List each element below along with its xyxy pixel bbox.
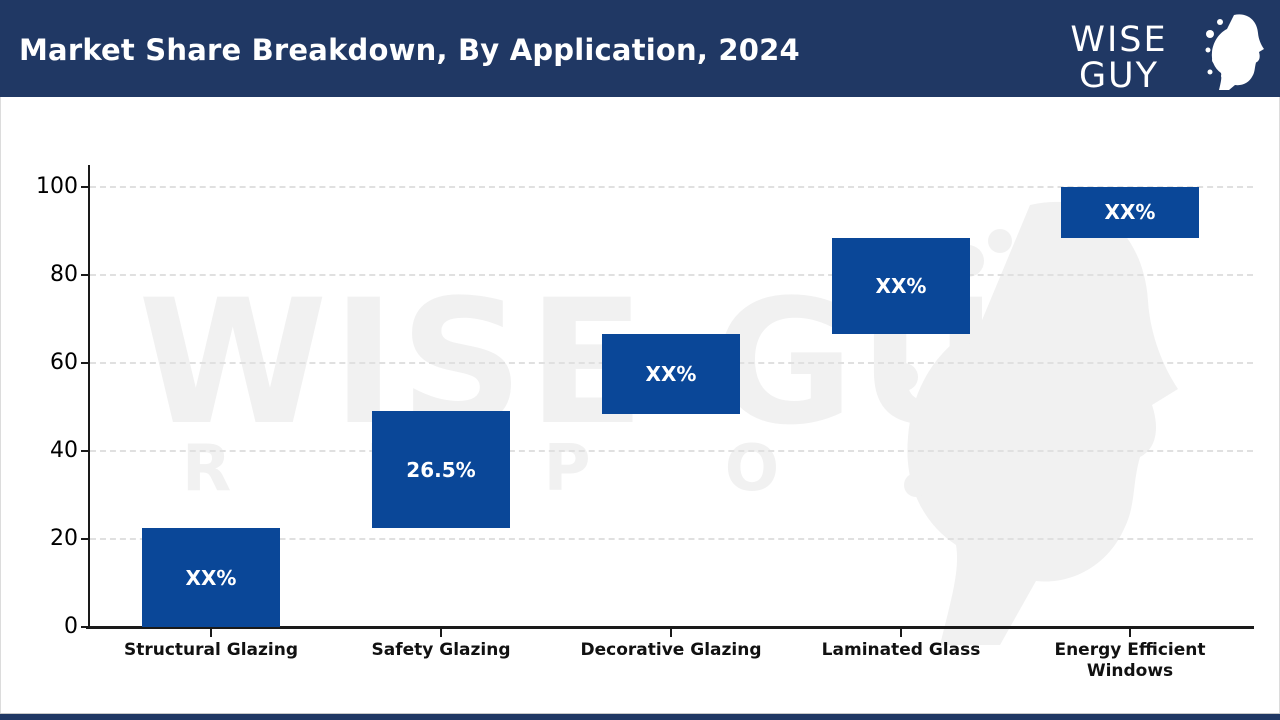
header-band: Market Share Breakdown, By Application, … (0, 0, 1280, 131)
y-tick-40 (81, 450, 88, 452)
plot-area: 0 20 40 60 80 100 XX% Structural Glazing 26.5% Sa… (0, 97, 1280, 713)
logo-text: WISE GUY R E P O R T S (1036, 22, 1202, 132)
bar-value-label: XX% (875, 273, 927, 298)
bar-energy-efficient-windows: XX% (1061, 187, 1199, 238)
gridline-100 (90, 186, 1253, 188)
bar-decorative-glazing: XX% (602, 334, 740, 414)
category-label-4: Energy Efficient Windows (1054, 640, 1206, 681)
bar-laminated-glass: XX% (832, 237, 970, 335)
gridline-40 (90, 450, 1253, 452)
category-label-2: Decorative Glazing (580, 640, 762, 660)
y-tick-0 (81, 626, 88, 628)
wise-guy-reports-logo: WISE GUY R E P O R T S (1036, 8, 1266, 131)
y-tick-80 (81, 274, 88, 276)
footer-band (0, 713, 1280, 720)
y-tick-label-40: 40 (50, 438, 78, 463)
y-tick-label-60: 60 (50, 350, 78, 375)
y-tick-20 (81, 538, 88, 540)
category-label-0: Structural Glazing (123, 640, 298, 660)
category-label-1: Safety Glazing (371, 640, 511, 660)
bar-value-label: XX% (185, 565, 237, 590)
x-tick-2 (670, 629, 672, 637)
bar-structural-glazing: XX% (142, 528, 280, 627)
gridline-20 (90, 538, 1253, 540)
bar-value-label: XX% (1104, 200, 1156, 225)
y-tick-label-0: 0 (64, 614, 78, 639)
x-tick-3 (900, 629, 902, 637)
y-tick-label-100: 100 (36, 174, 78, 199)
logo-secondary-text: R E P O R T S (1045, 97, 1193, 131)
bar-value-label: 26.5% (406, 457, 476, 482)
logo-primary-text: WISE GUY (1070, 20, 1168, 96)
y-tick-60 (81, 362, 88, 364)
y-axis-line (88, 165, 90, 629)
bar-value-label: XX% (645, 361, 697, 386)
y-tick-100 (81, 186, 88, 188)
x-tick-0 (210, 629, 212, 637)
chart-title: Market Share Breakdown, By Application, … (19, 33, 800, 67)
bar-safety-glazing: 26.5% (372, 411, 510, 528)
x-axis-line (86, 626, 1254, 629)
y-tick-label-20: 20 (50, 526, 78, 551)
gridline-80 (90, 274, 1253, 276)
category-label-3: Laminated Glass (821, 640, 981, 660)
logo-head-icon (1205, 14, 1264, 90)
x-tick-1 (440, 629, 442, 637)
x-tick-4 (1129, 629, 1131, 637)
y-tick-label-80: 80 (50, 262, 78, 287)
